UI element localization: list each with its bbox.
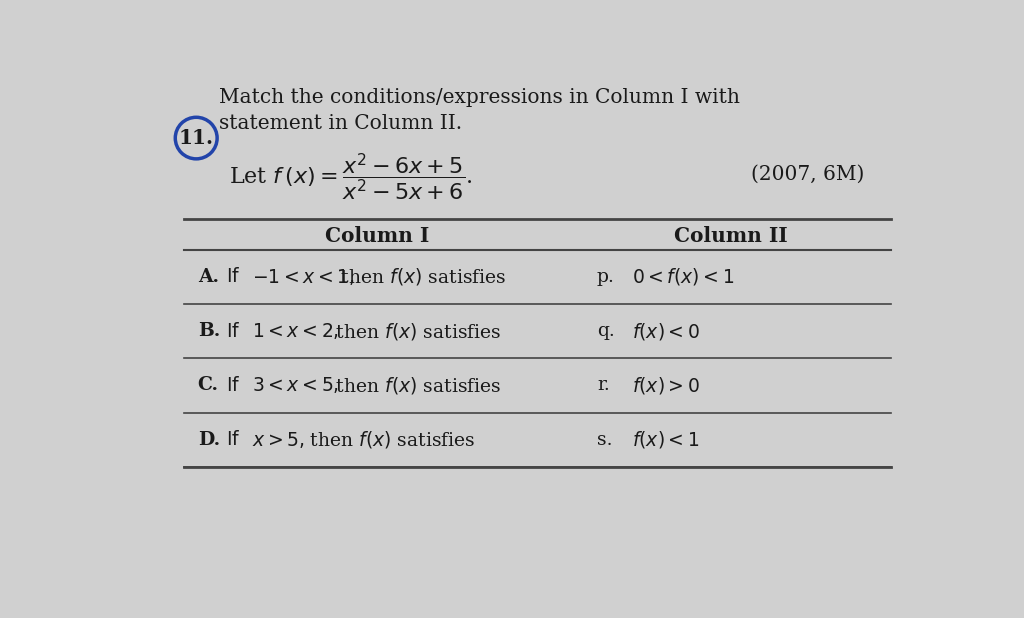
Text: $\mathrm{If}$: $\mathrm{If}$ [226,321,241,341]
Text: D.: D. [198,431,220,449]
Text: then $f(x)$ satisfies: then $f(x)$ satisfies [330,321,501,342]
Text: $x > 5,$: $x > 5,$ [252,430,305,450]
Text: then $f(x)$ satisfies: then $f(x)$ satisfies [335,266,507,287]
Text: $3 < x < 5,$: $3 < x < 5,$ [252,375,339,396]
Text: Column II: Column II [674,226,787,246]
Text: $f(x) < 1$: $f(x) < 1$ [632,430,699,451]
Text: then $f(x)$ satisfies: then $f(x)$ satisfies [330,375,501,396]
Text: q.: q. [597,322,614,340]
Text: $\mathrm{If}$: $\mathrm{If}$ [226,268,241,286]
Text: 11.: 11. [179,128,214,148]
Text: r.: r. [597,376,609,394]
Text: B.: B. [198,322,220,340]
Text: s.: s. [597,431,612,449]
Text: C.: C. [198,376,219,394]
Text: $f(x) > 0$: $f(x) > 0$ [632,375,699,396]
Text: $0 < f(x) < 1$: $0 < f(x) < 1$ [632,266,734,287]
Text: then $f(x)$ satisfies: then $f(x)$ satisfies [304,430,475,451]
Text: (2007, 6M): (2007, 6M) [751,165,864,184]
Text: Match the conditions/expressions in Column I with: Match the conditions/expressions in Colu… [219,88,740,107]
Text: $f(x) < 0$: $f(x) < 0$ [632,321,699,342]
Text: $\mathrm{If}$: $\mathrm{If}$ [226,376,241,395]
Text: A.: A. [198,268,219,286]
Text: p.: p. [597,268,614,286]
Text: $-1 < x < 1,$: $-1 < x < 1,$ [252,267,355,287]
Text: statement in Column II.: statement in Column II. [219,114,463,133]
Text: $\mathrm{If}$: $\mathrm{If}$ [226,430,241,449]
Text: $1 < x < 2,$: $1 < x < 2,$ [252,321,339,341]
Text: Let $f\,(x) = \dfrac{x^2-6x+5}{x^2-5x+6}$.: Let $f\,(x) = \dfrac{x^2-6x+5}{x^2-5x+6}… [228,151,472,203]
Text: Column I: Column I [325,226,429,246]
